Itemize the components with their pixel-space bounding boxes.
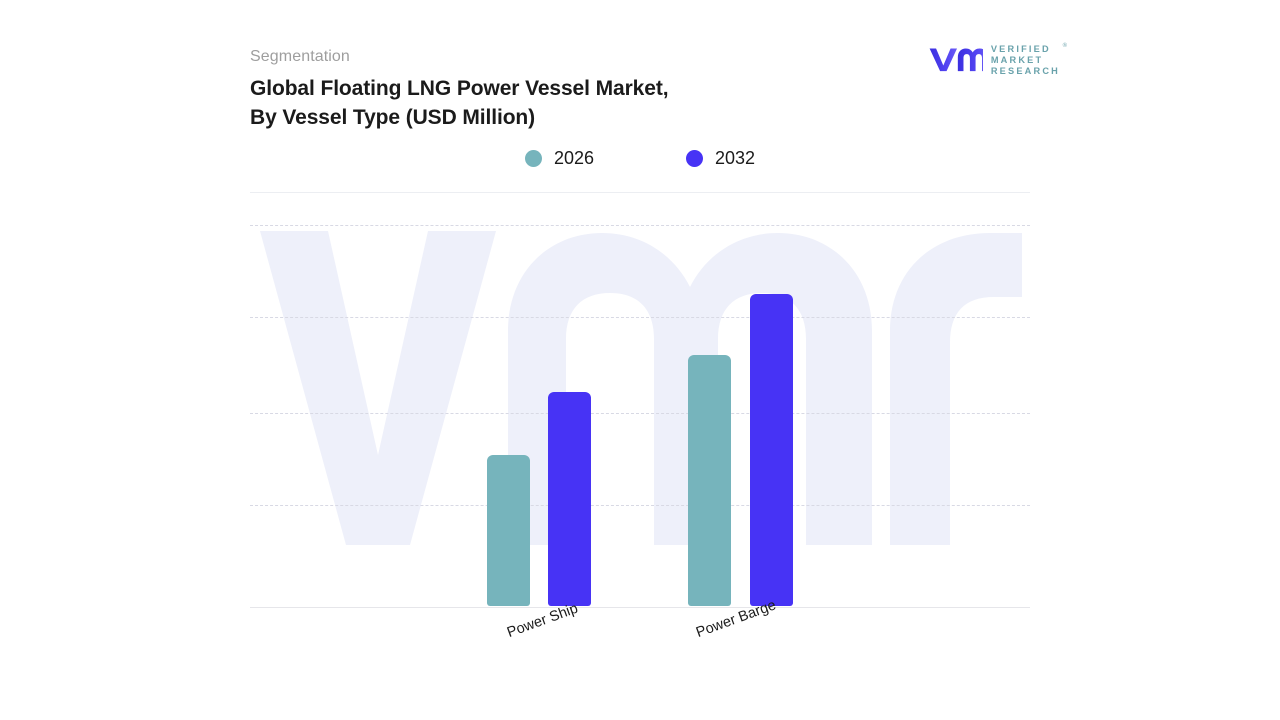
page-title: Global Floating LNG Power Vessel Market,… (250, 74, 890, 132)
bar-power-ship-2032[interactable] (548, 392, 591, 606)
bar-power-barge-2032[interactable] (750, 294, 793, 606)
page-title-line-2: By Vessel Type (USD Million) (250, 106, 536, 129)
logo-wordmark: VERIFIED ® MARKET RESEARCH (990, 42, 1067, 76)
verified-market-research-logo: VERIFIED ® MARKET RESEARCH (928, 41, 1067, 77)
chart-plot-area (250, 205, 1030, 608)
bar-group-container (250, 205, 1030, 607)
logo-line-verified: VERIFIED ® (990, 43, 1067, 54)
legend-swatch-2032 (686, 150, 703, 167)
logo-line-market: MARKET (990, 55, 1044, 65)
bar-power-ship-2026[interactable] (487, 455, 530, 606)
gridline-1 (250, 505, 1030, 506)
legend-item-2032[interactable]: 2032 (686, 148, 755, 169)
logo-line-research: RESEARCH (990, 66, 1060, 76)
gridline-4 (250, 225, 1030, 226)
gridline-2 (250, 413, 1030, 414)
legend-swatch-2026 (524, 150, 542, 167)
legend-item-2026[interactable]: 2026 (524, 148, 594, 169)
segmentation-kicker: Segmentation (250, 48, 350, 65)
legend-label-2032: 2032 (715, 148, 756, 168)
page-title-line-1: Global Floating LNG Power Vessel Market, (250, 77, 669, 100)
registered-mark-icon: ® (1062, 43, 1067, 49)
bar-power-barge-2026[interactable] (688, 355, 731, 606)
x-axis-baseline (250, 607, 1030, 608)
header-divider (250, 192, 1030, 193)
x-axis-labels: Power Ship Power Barge (250, 597, 1030, 688)
chart-legend: 2026 2032 (250, 148, 1030, 169)
vmr-monogram-icon (929, 48, 983, 72)
legend-label-2026: 2026 (553, 148, 594, 168)
gridline-3 (250, 317, 1030, 318)
